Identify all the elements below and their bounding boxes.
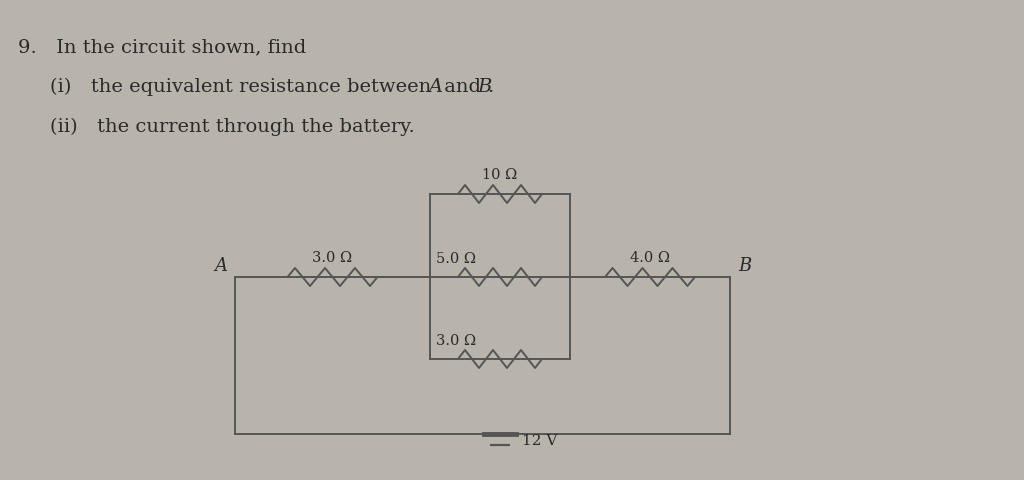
Text: (ii) the current through the battery.: (ii) the current through the battery. [50,118,415,136]
Text: 4.0 Ω: 4.0 Ω [630,251,670,264]
Text: A: A [428,78,442,96]
Text: B: B [738,256,752,275]
Text: 5.0 Ω: 5.0 Ω [436,252,476,265]
Text: 3.0 Ω: 3.0 Ω [312,251,352,264]
Text: B: B [477,78,492,96]
Text: .: . [487,78,494,96]
Text: 12 V: 12 V [522,433,557,447]
Text: (i) the equivalent resistance between: (i) the equivalent resistance between [50,78,437,96]
Text: A: A [214,256,227,275]
Text: 3.0 Ω: 3.0 Ω [436,333,476,347]
Text: and: and [438,78,487,96]
Text: 9. In the circuit shown, find: 9. In the circuit shown, find [18,38,306,56]
Text: 10 Ω: 10 Ω [482,168,517,181]
